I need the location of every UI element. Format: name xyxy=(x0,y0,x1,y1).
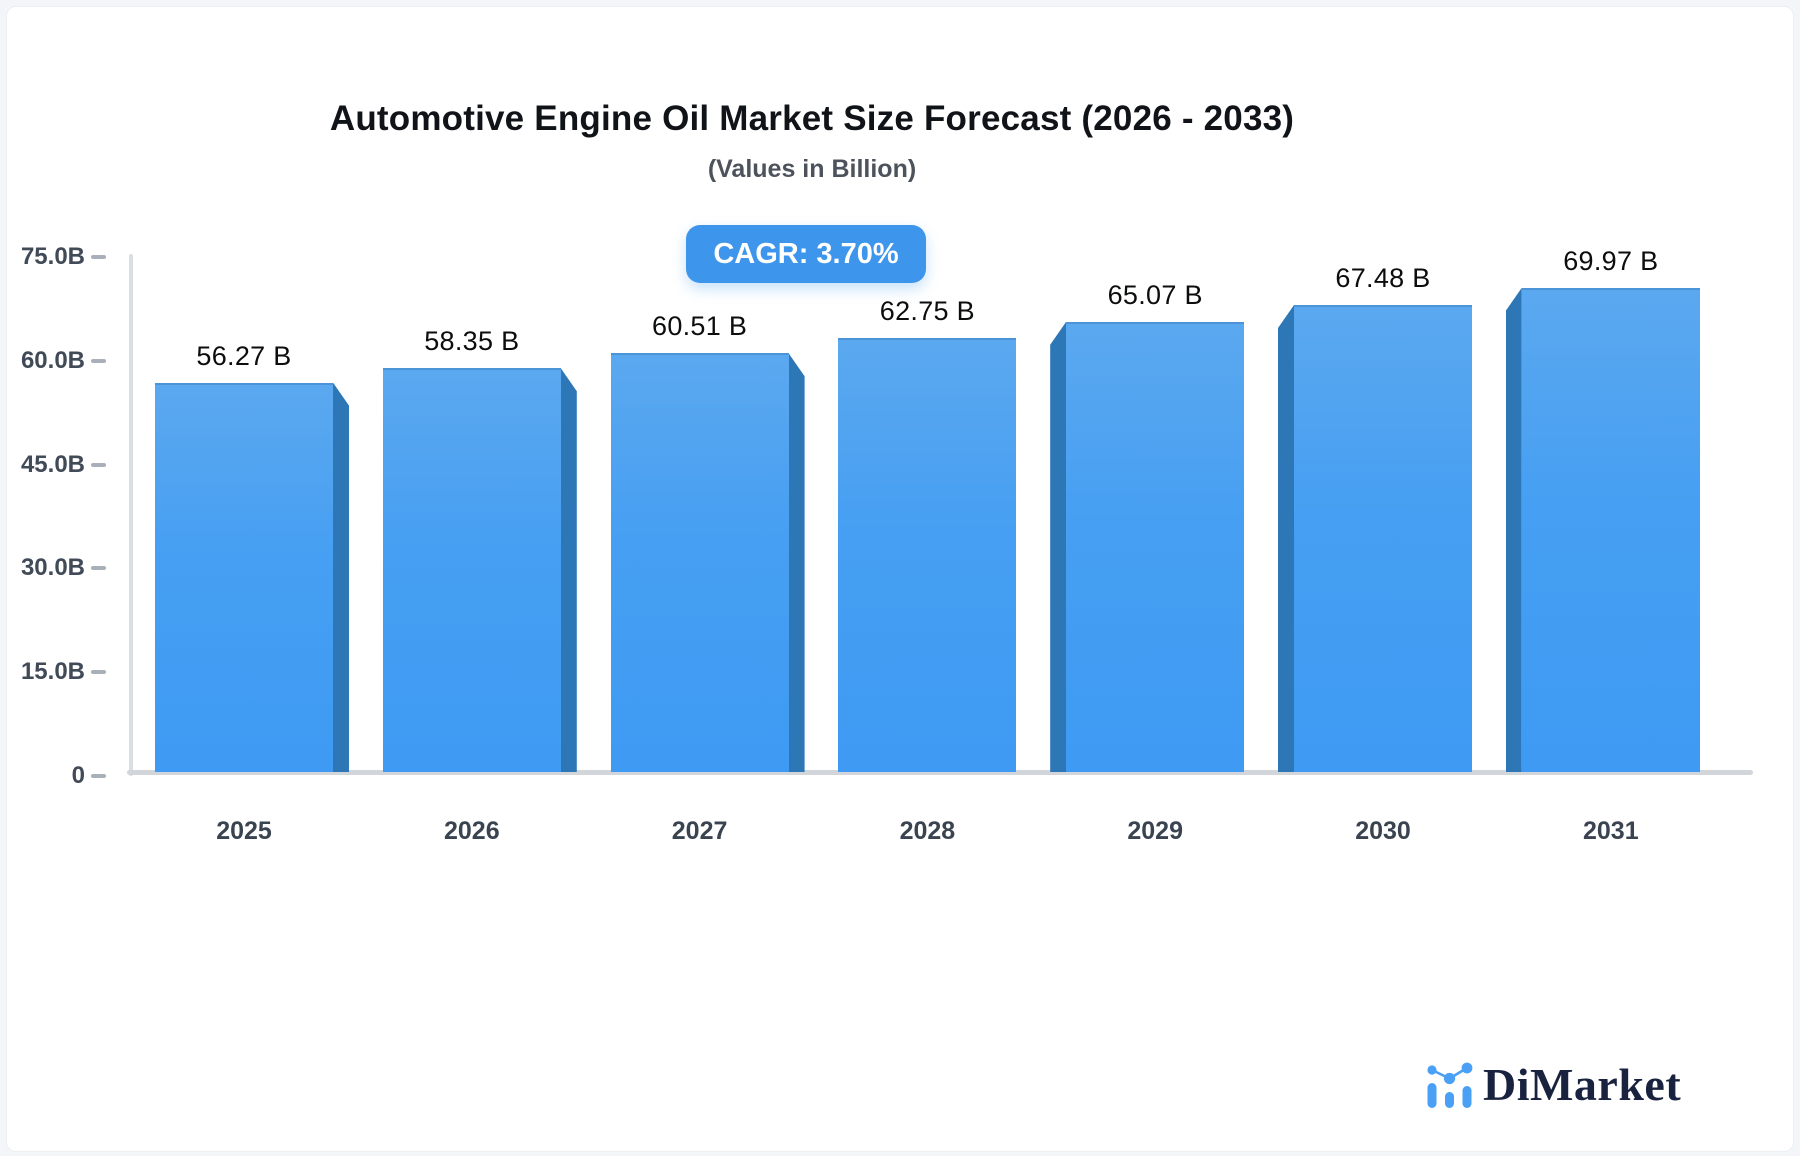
x-axis-label-2027: 2027 xyxy=(671,817,728,845)
y-tick-mark xyxy=(91,670,106,675)
brand-logo: DiMarket xyxy=(1425,1052,1781,1116)
bar-value-label: 67.48 B xyxy=(1335,263,1431,294)
bar-chart-dots-icon xyxy=(1427,1062,1473,1108)
bar-value-label: 62.75 B xyxy=(879,295,975,326)
bar-3d-side-2026 xyxy=(560,368,577,772)
y-tick-label: 0 xyxy=(71,762,85,789)
bar-2025 xyxy=(155,382,333,772)
y-tick-0: 0 xyxy=(7,761,107,791)
y-tick-75.0B: 75.0B xyxy=(7,242,107,272)
bar-value-label: 65.07 B xyxy=(1107,279,1203,310)
bar-3d-side-2029 xyxy=(1050,321,1067,772)
bar-2027 xyxy=(610,353,789,772)
bar-3d-side-2027 xyxy=(788,353,805,772)
y-tick-45.0B: 45.0B xyxy=(7,450,107,480)
chart-subtitle: (Values in Billion) xyxy=(707,155,917,183)
y-tick-label: 30.0B xyxy=(20,554,85,582)
y-tick-mark xyxy=(91,462,106,467)
y-tick-label: 15.0B xyxy=(20,658,85,686)
bar-3d-side-2030 xyxy=(1278,305,1294,772)
bar-3d-side-2031 xyxy=(1505,287,1522,772)
y-tick-mark xyxy=(91,358,106,363)
bar-2026 xyxy=(382,368,561,772)
bar-value-label: 56.27 B xyxy=(196,340,292,371)
bar-2029 xyxy=(1066,321,1245,772)
y-tick-mark xyxy=(91,774,106,778)
x-axis-label-2028: 2028 xyxy=(899,817,956,845)
x-axis-line xyxy=(127,770,1753,775)
y-tick-label: 45.0B xyxy=(20,450,85,478)
chart-title: Automotive Engine Oil Market Size Foreca… xyxy=(329,99,1295,138)
bar-2031 xyxy=(1521,287,1700,772)
y-tick-label: 75.0B xyxy=(20,243,85,270)
y-tick-15.0B: 15.0B xyxy=(7,657,107,687)
bar-value-label: 69.97 B xyxy=(1563,245,1659,276)
bar-2030 xyxy=(1294,305,1472,772)
x-axis-label-2026: 2026 xyxy=(443,817,500,845)
bar-value-label: 58.35 B xyxy=(424,326,520,357)
x-axis-label-2029: 2029 xyxy=(1127,817,1183,845)
y-tick-60.0B: 60.0B xyxy=(7,346,107,376)
y-tick-mark xyxy=(91,566,106,571)
brand-logo-text: DiMarket xyxy=(1483,1058,1682,1110)
chart-card: Automotive Engine Oil Market Size Foreca… xyxy=(6,6,1794,1152)
y-tick-mark xyxy=(91,255,106,259)
cagr-badge-label: CAGR: 3.70% xyxy=(713,237,899,270)
x-axis-label-2031: 2031 xyxy=(1582,817,1639,845)
y-tick-label: 60.0B xyxy=(20,346,85,374)
bar-2028 xyxy=(838,337,1017,772)
bar-value-label: 60.51 B xyxy=(652,311,748,342)
x-axis-label-2025: 2025 xyxy=(216,817,272,845)
y-tick-30.0B: 30.0B xyxy=(7,553,107,583)
bar-3d-side-2025 xyxy=(333,382,349,772)
cagr-badge: CAGR: 3.70% xyxy=(686,225,926,283)
x-axis-label-2030: 2030 xyxy=(1355,817,1411,845)
y-axis-line xyxy=(129,254,133,776)
